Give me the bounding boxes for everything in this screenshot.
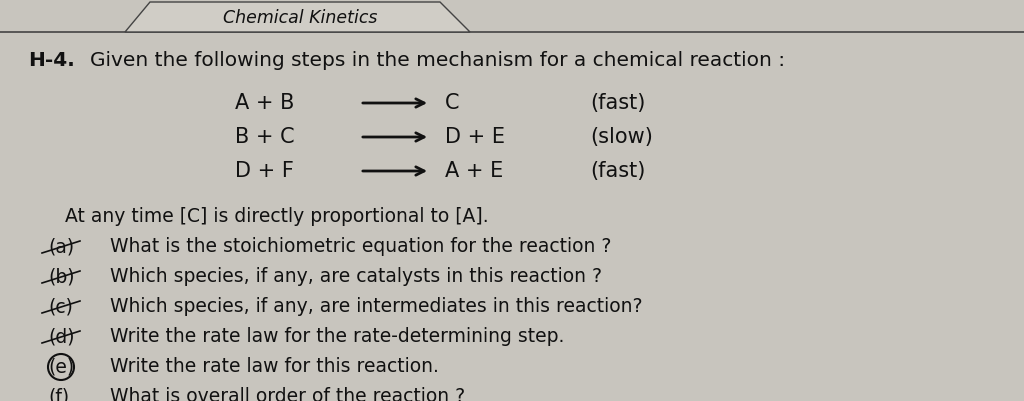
Text: What is overall order of the reaction ?: What is overall order of the reaction ? [110, 387, 465, 401]
Text: (slow): (slow) [590, 127, 653, 147]
Text: Given the following steps in the mechanism for a chemical reaction :: Given the following steps in the mechani… [90, 51, 785, 69]
Text: A + E: A + E [445, 161, 503, 181]
Text: (c): (c) [48, 298, 73, 316]
Text: At any time [C] is directly proportional to [A].: At any time [C] is directly proportional… [65, 207, 488, 227]
Text: D + E: D + E [445, 127, 505, 147]
Text: (fast): (fast) [590, 161, 645, 181]
Text: (f): (f) [48, 387, 70, 401]
Text: Write the rate law for the rate-determining step.: Write the rate law for the rate-determin… [110, 328, 564, 346]
Text: A + B: A + B [234, 93, 294, 113]
Text: (b): (b) [48, 267, 75, 286]
Text: (fast): (fast) [590, 93, 645, 113]
Text: What is the stoichiometric equation for the reaction ?: What is the stoichiometric equation for … [110, 237, 611, 257]
Text: H-4.: H-4. [28, 51, 75, 69]
Text: B + C: B + C [234, 127, 295, 147]
Text: Write the rate law for this reaction.: Write the rate law for this reaction. [110, 358, 439, 377]
Text: Which species, if any, are intermediates in this reaction?: Which species, if any, are intermediates… [110, 298, 642, 316]
Polygon shape [125, 2, 470, 32]
Text: (a): (a) [48, 237, 74, 257]
Text: (d): (d) [48, 328, 75, 346]
Text: D + F: D + F [234, 161, 294, 181]
Text: (e): (e) [48, 358, 74, 377]
Text: C: C [445, 93, 460, 113]
Text: Chemical Kinetics: Chemical Kinetics [223, 9, 377, 27]
Text: Which species, if any, are catalysts in this reaction ?: Which species, if any, are catalysts in … [110, 267, 602, 286]
